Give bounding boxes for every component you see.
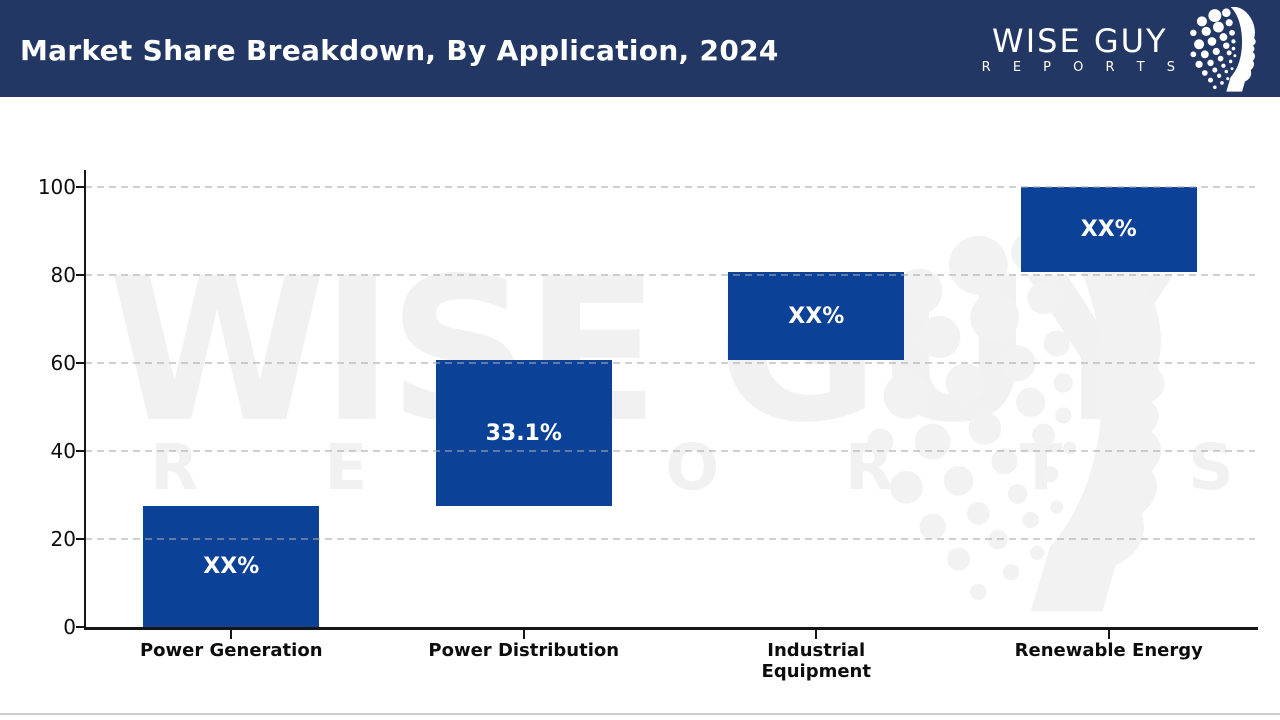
y-tick-mark-80 <box>76 274 85 276</box>
y-tick-mark-40 <box>76 450 85 452</box>
bottom-divider <box>0 713 1280 715</box>
gridline-80 <box>85 274 1255 276</box>
x-axis-label-1: Power Distribution <box>428 640 620 661</box>
x-axis-label-3: Renewable Energy <box>1014 640 1203 661</box>
plot-area: XX% 33.1% XX% XX% <box>85 186 1255 627</box>
x-tick-mark-1 <box>522 630 525 639</box>
bar-industrial-equipment: XX% <box>728 271 905 361</box>
bar-power-distribution: 33.1% <box>435 360 612 506</box>
bar-value-label: XX% <box>1080 216 1137 242</box>
gridline-100 <box>85 186 1255 188</box>
x-axis-label-0: Power Generation <box>139 640 323 661</box>
logo-wordmark: WISE GUY <box>992 22 1168 61</box>
y-tick-mark-60 <box>76 362 85 364</box>
x-axis-label-2: Industrial Equipment <box>761 640 871 683</box>
x-tick-mark-2 <box>815 630 818 639</box>
x-axis-line <box>84 627 1258 630</box>
bar-value-label: XX% <box>203 554 260 579</box>
bar-value-label: XX% <box>788 303 845 329</box>
bar-power-generation: XX% <box>143 506 320 627</box>
bar-renewable-energy: XX% <box>1020 187 1197 272</box>
wise-guy-logo: WISE GUY R E P O R T S <box>976 6 1266 94</box>
gridline-60 <box>85 362 1255 364</box>
header-bar: Market Share Breakdown, By Application, … <box>0 0 1280 97</box>
y-tick-mark-20 <box>76 538 85 540</box>
y-axis-line <box>84 170 86 629</box>
logo-subtitle: R E P O R T S <box>981 59 1184 75</box>
y-tick-label-100: 100 <box>37 175 76 199</box>
y-tick-label-60: 60 <box>50 351 76 375</box>
x-tick-mark-3 <box>1107 630 1110 639</box>
y-tick-label-40: 40 <box>50 439 76 463</box>
gridline-40 <box>85 450 1255 452</box>
y-axis-tick-labels: 0 20 40 60 80 100 <box>0 177 76 637</box>
logo-text: WISE GUY R E P O R T S <box>976 25 1184 75</box>
y-tick-label-80: 80 <box>50 263 76 287</box>
y-tick-label-0: 0 <box>63 615 76 639</box>
page-title: Market Share Breakdown, By Application, … <box>20 34 779 67</box>
bar-value-label: 33.1% <box>485 420 562 446</box>
dotted-head-icon <box>1178 7 1266 93</box>
y-tick-mark-100 <box>76 186 85 188</box>
y-tick-mark-0 <box>76 626 85 628</box>
gridline-20 <box>85 538 1255 540</box>
x-tick-mark-0 <box>230 630 233 639</box>
y-tick-label-20: 20 <box>50 527 76 551</box>
